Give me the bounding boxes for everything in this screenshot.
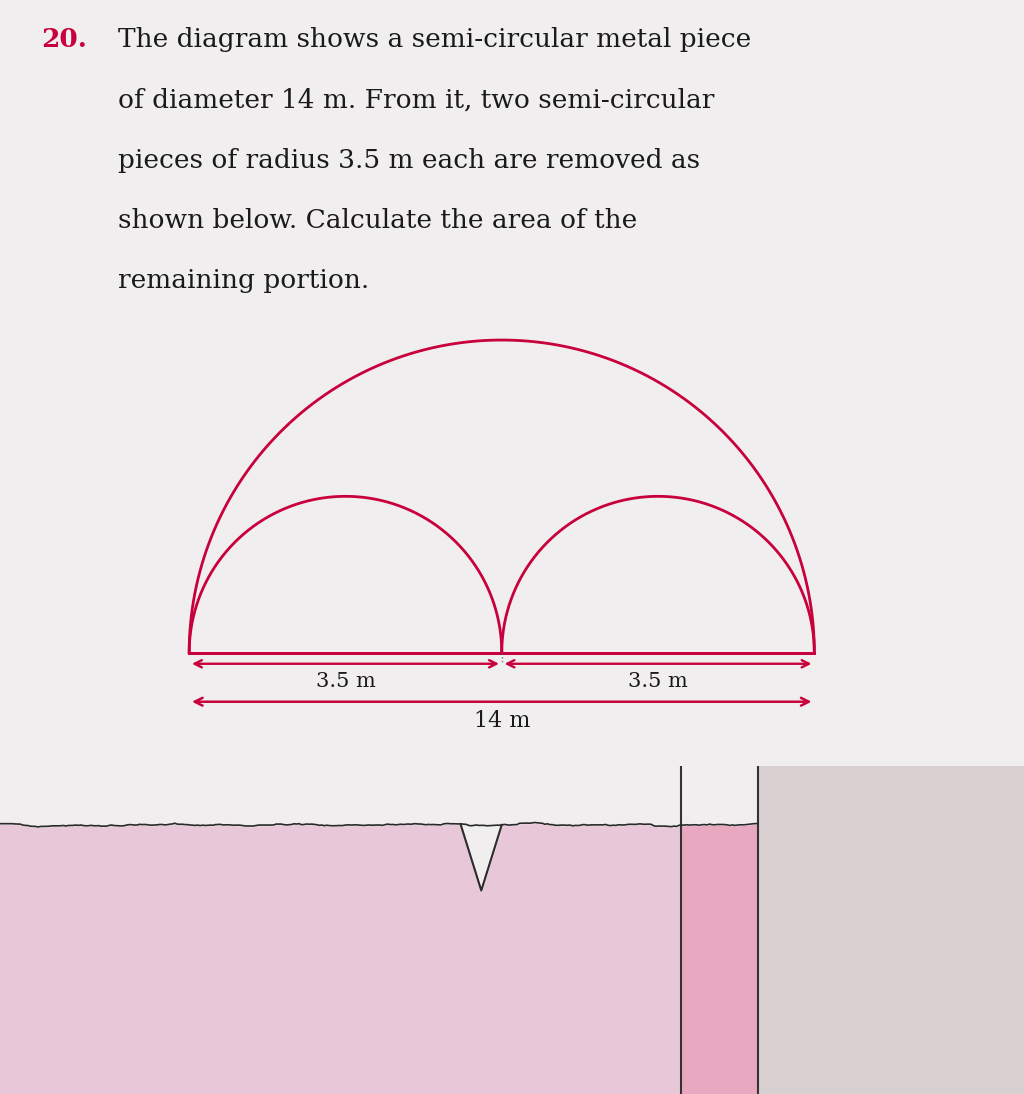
- Bar: [758, 766, 1024, 1094]
- Text: 3.5 m: 3.5 m: [628, 672, 688, 690]
- Text: 14 m: 14 m: [473, 710, 530, 732]
- Text: The diagram shows a semi-circular metal piece: The diagram shows a semi-circular metal …: [118, 27, 751, 53]
- Bar: [681, 766, 758, 1094]
- Text: of diameter 14 m. From it, two semi-circular: of diameter 14 m. From it, two semi-circ…: [118, 88, 714, 113]
- Text: remaining portion.: remaining portion.: [118, 268, 369, 293]
- Text: shown below. Calculate the area of the: shown below. Calculate the area of the: [118, 208, 637, 233]
- Text: 3.5 m: 3.5 m: [315, 672, 376, 690]
- Text: 20.: 20.: [41, 27, 87, 53]
- Bar: [0, 766, 758, 1094]
- Text: pieces of radius 3.5 m each are removed as: pieces of radius 3.5 m each are removed …: [118, 148, 699, 173]
